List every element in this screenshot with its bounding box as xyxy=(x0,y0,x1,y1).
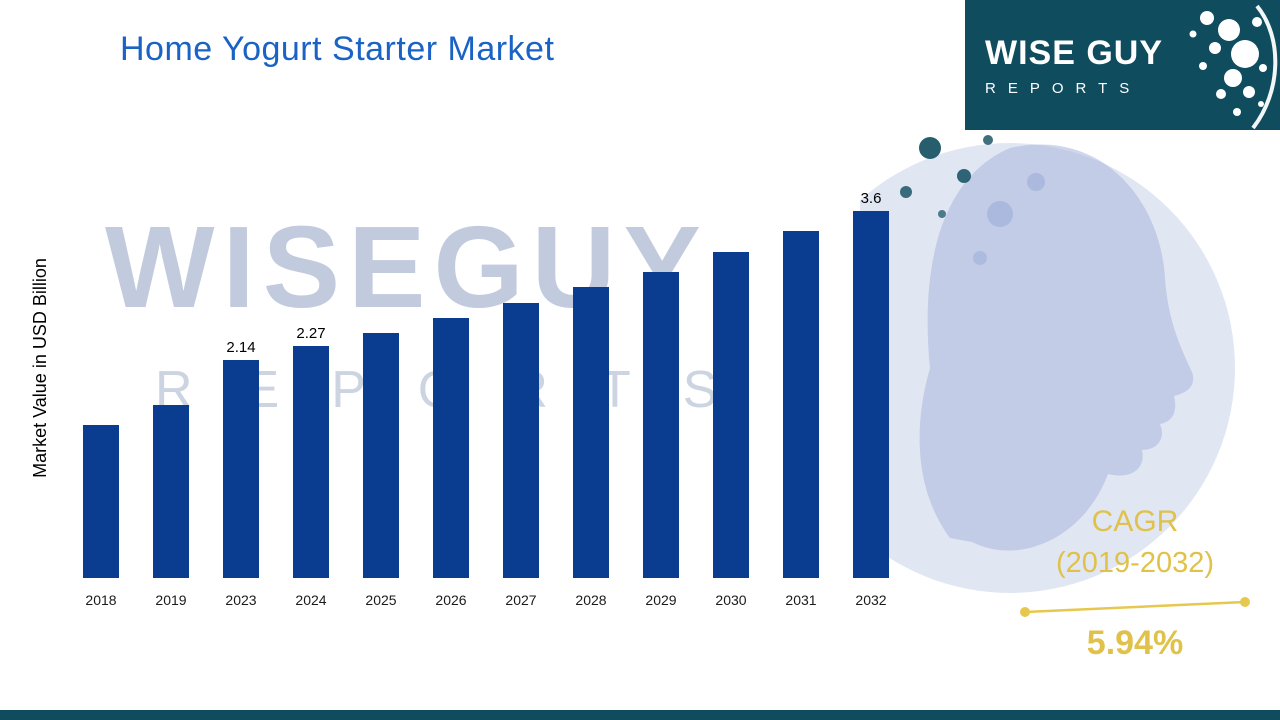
bar-2029 xyxy=(643,272,679,578)
bar-2023 xyxy=(223,360,259,578)
bar-group-2027: 2027 xyxy=(486,158,556,610)
face-logo-icon xyxy=(1189,4,1278,130)
bar-2030 xyxy=(713,252,749,578)
brand-text: WISE GUY REPORTS xyxy=(985,34,1163,97)
cagr-range: (2019-2032) xyxy=(1056,547,1214,579)
cagr-underline-icon xyxy=(1020,597,1250,617)
bar-group-2028: 2028 xyxy=(556,158,626,610)
x-tick-label: 2019 xyxy=(155,592,187,608)
x-tick-label: 2028 xyxy=(575,592,607,608)
x-tick-label: 2029 xyxy=(645,592,677,608)
bar-2028 xyxy=(573,287,609,578)
bar-value-label: 2.27 xyxy=(296,325,326,342)
bar-group-2024: 2.27 2024 xyxy=(276,158,346,610)
bar-group-2029: 2029 xyxy=(626,158,696,610)
bar-2031 xyxy=(783,231,819,578)
bar-group-2018: 2018 xyxy=(66,158,136,610)
bar-2019 xyxy=(153,405,189,578)
brand-header: WISE GUY REPORTS xyxy=(965,0,1280,130)
bar-2026 xyxy=(433,318,469,578)
bar-group-2019: 2019 xyxy=(136,158,206,610)
x-tick-label: 2031 xyxy=(785,592,817,608)
cagr-label: CAGR xyxy=(1091,505,1179,538)
brand-name: WISE GUY xyxy=(985,33,1164,72)
bar-value-label: 3.6 xyxy=(860,190,882,207)
bar-group-2025: 2025 xyxy=(346,158,416,610)
footer-bar xyxy=(0,710,1280,720)
page-title: Home Yogurt Starter Market xyxy=(120,30,555,68)
bar-2025 xyxy=(363,333,399,578)
plot-area: 2018 2019 2.14 2023 2.27 2024 2025 2026 2027 2028… xyxy=(66,158,906,610)
bar-2018 xyxy=(83,425,119,578)
x-tick-label: 2025 xyxy=(365,592,397,608)
x-tick-label: 2023 xyxy=(225,592,257,608)
brand-subname: REPORTS xyxy=(985,79,1142,97)
x-tick-label: 2018 xyxy=(85,592,117,608)
bar-value-label: 2.14 xyxy=(226,339,256,356)
x-tick-label: 2030 xyxy=(715,592,747,608)
bar-group-2031: 2031 xyxy=(766,158,836,610)
bar-group-2026: 2026 xyxy=(416,158,486,610)
x-tick-label: 2032 xyxy=(855,592,887,608)
cagr-block: CAGR (2019-2032) 5.94% xyxy=(1000,505,1270,663)
x-tick-label: 2027 xyxy=(505,592,537,608)
bar-group-2030: 2030 xyxy=(696,158,766,610)
bar-group-2032: 3.6 2032 xyxy=(836,158,906,610)
cagr-value: 5.94% xyxy=(1086,624,1184,662)
bar-group-2023: 2.14 2023 xyxy=(206,158,276,610)
bar-2027 xyxy=(503,303,539,578)
x-tick-label: 2026 xyxy=(435,592,467,608)
y-axis-label: Market Value in USD Billion xyxy=(30,258,50,478)
bar-2024 xyxy=(293,346,329,578)
bar-2032 xyxy=(853,211,889,578)
x-tick-label: 2024 xyxy=(295,592,327,608)
